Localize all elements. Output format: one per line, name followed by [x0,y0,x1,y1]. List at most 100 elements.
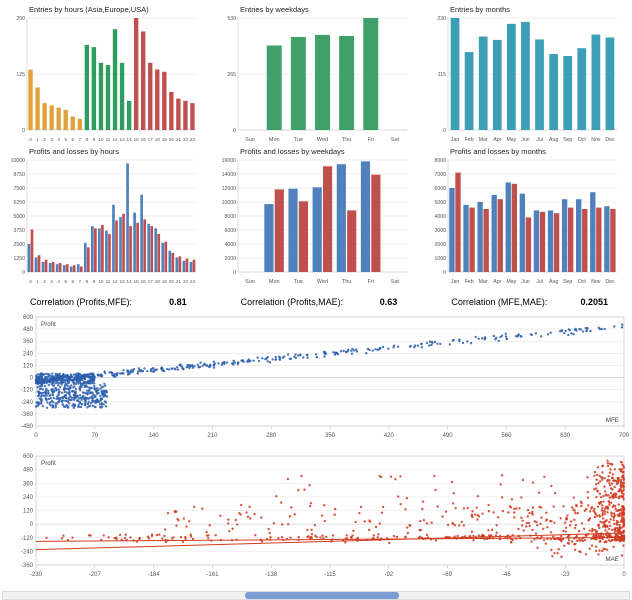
svg-text:4: 4 [57,279,60,284]
svg-text:240: 240 [23,351,34,357]
svg-text:-184: -184 [148,572,161,578]
entries-by-hours-chart: Entries by hours (Asia,Europe,USA) 0 125 25… [0,3,208,145]
svg-text:Mar: Mar [479,279,488,285]
svg-text:4000: 4000 [435,214,447,220]
svg-text:Profits and losses by months: Profits and losses by months [450,147,546,156]
svg-text:7500: 7500 [13,186,25,192]
svg-text:Fri: Fri [367,137,373,143]
svg-text:-480: -480 [21,424,34,430]
svg-text:14: 14 [127,279,133,284]
correlation-profits-mae: Correlation (Profits,MAE): 0.63 [211,295,422,308]
svg-text:6: 6 [71,279,74,284]
svg-text:Wed: Wed [317,279,328,285]
svg-text:23: 23 [190,137,196,142]
svg-text:0: 0 [622,572,626,578]
svg-text:Sep: Sep [563,137,572,143]
correlation-profits-mfe: Correlation (Profits,MFE): 0.81 [0,295,211,308]
svg-text:210: 210 [207,433,218,439]
svg-text:3750: 3750 [13,228,25,234]
svg-text:17: 17 [148,137,154,142]
entries-by-weekdays-svg: Entries by weekdays 0 265 530 Sun Mon Tue Wed Th… [227,5,407,143]
svg-text:8000: 8000 [224,214,236,220]
svg-text:-23: -23 [561,572,570,578]
svg-text:14: 14 [127,137,133,142]
svg-text:115: 115 [438,72,446,78]
svg-text:0: 0 [22,128,25,134]
svg-text:Nov: Nov [592,137,602,143]
profit-vs-mae-scatter: 600 480 360 240 120 0 -120 -240 -360 -230 -207 -184… [0,452,632,586]
svg-text:Sun: Sun [245,279,255,285]
entries-by-months-chart: Entries by months 0 115 230 Jan Feb Mar Apr May J… [421,3,629,145]
svg-text:Oct: Oct [578,279,587,285]
svg-text:Sun: Sun [245,137,255,143]
svg-text:MFE: MFE [606,417,619,424]
svg-text:20: 20 [169,137,175,142]
correlation-row: Correlation (Profits,MFE): 0.81 Correlat… [0,295,632,308]
svg-text:Jul: Jul [537,137,544,143]
svg-text:-92: -92 [384,572,393,578]
scrollbar-thumb[interactable] [245,592,399,599]
svg-text:240: 240 [23,495,34,501]
svg-text:Feb: Feb [465,279,474,285]
svg-text:19: 19 [162,137,168,142]
svg-text:12: 12 [112,279,118,284]
svg-text:MAE: MAE [605,556,619,563]
svg-text:12000: 12000 [221,186,236,192]
svg-text:-120: -120 [21,388,34,394]
svg-text:420: 420 [384,433,395,439]
svg-text:Apr: Apr [494,137,502,143]
svg-text:-360: -360 [21,563,34,569]
svg-text:-230: -230 [30,572,43,578]
svg-text:22: 22 [183,279,189,284]
svg-text:Thu: Thu [342,137,351,143]
svg-text:4000: 4000 [224,242,236,248]
svg-text:7: 7 [79,279,82,284]
svg-text:May: May [507,279,517,285]
svg-text:480: 480 [23,468,34,474]
svg-text:0: 0 [34,433,38,439]
svg-text:15: 15 [134,137,140,142]
profits-losses-by-hours-chart: Profits and losses by hours 0 1250 2500 3750… [0,145,208,287]
svg-text:0: 0 [233,128,236,134]
svg-text:490: 490 [443,433,454,439]
svg-text:-120: -120 [21,536,34,542]
svg-text:Nov: Nov [592,279,602,285]
svg-text:Aug: Aug [549,279,558,285]
svg-text:8750: 8750 [13,172,25,178]
svg-text:5000: 5000 [435,200,447,206]
svg-text:Profits and losses by hours: Profits and losses by hours [29,147,119,156]
svg-text:0: 0 [443,270,446,276]
svg-text:Jan: Jan [451,279,459,285]
svg-text:10000: 10000 [11,158,26,164]
svg-text:Wed: Wed [317,137,328,143]
svg-text:-360: -360 [21,412,34,418]
svg-text:480: 480 [23,327,34,333]
svg-text:18: 18 [155,137,161,142]
svg-text:23: 23 [190,279,196,284]
svg-text:2500: 2500 [13,242,25,248]
svg-text:Sat: Sat [390,279,399,285]
correlation-mfe-mae-value: 0.2051 [580,296,608,307]
svg-text:Entries by weekdays: Entries by weekdays [240,5,309,14]
svg-text:Jan: Jan [451,137,459,143]
svg-text:Mar: Mar [479,137,488,143]
svg-text:2: 2 [43,279,46,284]
svg-text:7000: 7000 [435,172,447,178]
svg-text:250: 250 [16,16,25,22]
svg-text:530: 530 [227,16,236,22]
svg-text:Profits and losses by weekdays: Profits and losses by weekdays [240,147,345,156]
svg-text:6000: 6000 [224,228,236,234]
svg-text:2000: 2000 [224,256,236,262]
svg-text:600: 600 [23,315,34,321]
svg-text:8: 8 [86,137,89,142]
svg-text:70: 70 [91,433,98,439]
svg-text:16000: 16000 [221,158,236,164]
horizontal-scrollbar[interactable] [2,591,630,600]
svg-text:2000: 2000 [435,242,447,248]
svg-text:1000: 1000 [435,256,447,262]
svg-text:7: 7 [79,137,82,142]
svg-text:Profit: Profit [41,460,56,467]
svg-text:360: 360 [23,339,34,345]
svg-text:Entries by hours (Asia,Europe,: Entries by hours (Asia,Europe,USA) [29,5,149,14]
